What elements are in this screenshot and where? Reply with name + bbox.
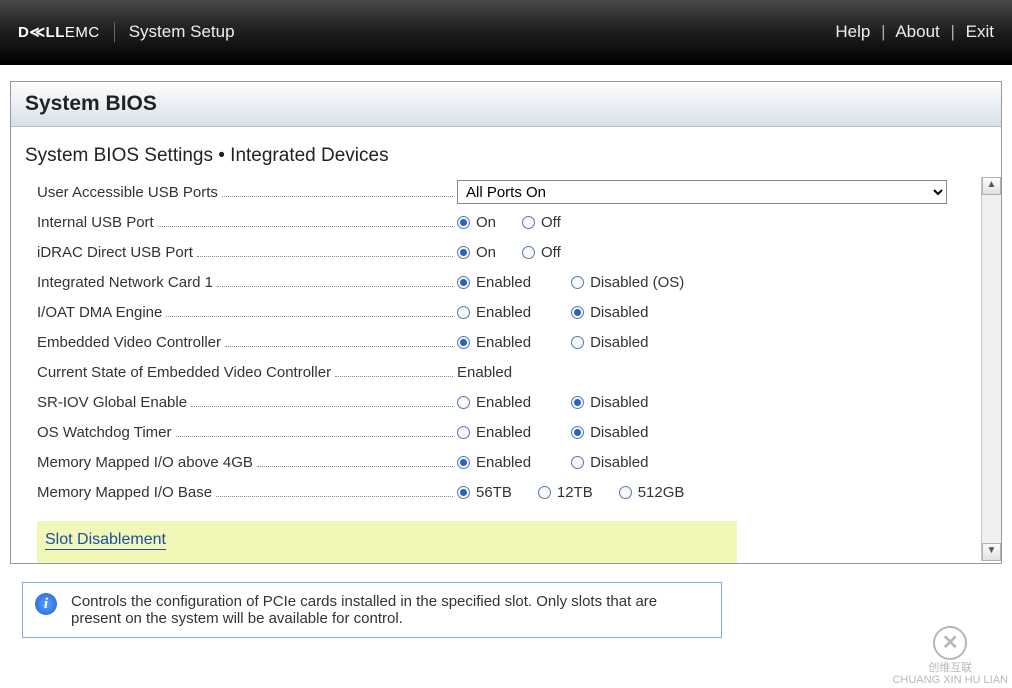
radio-mmio-56tb[interactable]: 56TB — [457, 484, 512, 501]
row-evideo-state: Current State of Embedded Video Controll… — [37, 357, 977, 387]
row-evideo: Embedded Video Controller Enabled Disabl… — [37, 327, 977, 357]
settings-area: User Accessible USB Ports All Ports On I… — [11, 177, 1001, 563]
radio-mmio-12tb[interactable]: 12TB — [538, 484, 593, 501]
radio-evideo-disabled[interactable]: Disabled — [571, 334, 648, 351]
row-internal-usb: Internal USB Port On Off — [37, 207, 977, 237]
watermark-en: CHUANG XIN HU LIAN — [892, 674, 1008, 686]
panel-title: System BIOS — [11, 82, 1001, 127]
watermark-icon: ✕ — [933, 626, 967, 660]
divider — [114, 22, 115, 42]
help-box: i Controls the configuration of PCIe car… — [22, 582, 722, 638]
brand-dell: D≪LL — [18, 24, 65, 41]
sep: | — [881, 22, 885, 41]
about-link[interactable]: About — [895, 22, 939, 41]
radio-ioat-enabled[interactable]: Enabled — [457, 304, 531, 321]
row-idrac-usb: iDRAC Direct USB Port On Off — [37, 237, 977, 267]
help-text: Controls the configuration of PCIe cards… — [71, 593, 709, 627]
row-mmio4g: Memory Mapped I/O above 4GB Enabled Disa… — [37, 447, 977, 477]
row-ioat: I/OAT DMA Engine Enabled Disabled — [37, 297, 977, 327]
radio-idrac-on[interactable]: On — [457, 244, 496, 261]
top-links: Help | About | Exit — [835, 22, 994, 42]
radio-mmio4g-disabled[interactable]: Disabled — [571, 454, 648, 471]
label-nic1: Integrated Network Card 1 — [37, 274, 213, 291]
label-idrac-usb: iDRAC Direct USB Port — [37, 244, 193, 261]
radio-watchdog-enabled[interactable]: Enabled — [457, 424, 531, 441]
radio-mmio-512gb[interactable]: 512GB — [619, 484, 685, 501]
row-slot-disablement: Slot Disablement — [37, 521, 737, 563]
label-watchdog: OS Watchdog Timer — [37, 424, 172, 441]
row-nic1: Integrated Network Card 1 Enabled Disabl… — [37, 267, 977, 297]
row-usb-ports: User Accessible USB Ports All Ports On — [37, 177, 977, 207]
scroll-track[interactable] — [982, 195, 1001, 543]
label-usb-ports: User Accessible USB Ports — [37, 184, 218, 201]
radio-mmio4g-enabled[interactable]: Enabled — [457, 454, 531, 471]
brand-emc: EMC — [65, 24, 100, 41]
sep: | — [951, 22, 955, 41]
info-icon: i — [35, 593, 57, 615]
row-watchdog: OS Watchdog Timer Enabled Disabled — [37, 417, 977, 447]
link-slot-disablement[interactable]: Slot Disablement — [45, 531, 166, 550]
label-evideo: Embedded Video Controller — [37, 334, 221, 351]
label-mmio4g: Memory Mapped I/O above 4GB — [37, 454, 253, 471]
radio-evideo-enabled[interactable]: Enabled — [457, 334, 531, 351]
radio-nic1-enabled[interactable]: Enabled — [457, 274, 531, 291]
radio-ioat-disabled[interactable]: Disabled — [571, 304, 648, 321]
label-sriov: SR-IOV Global Enable — [37, 394, 187, 411]
watermark-cn: 创维互联 — [928, 662, 972, 674]
value-evideo-state: Enabled — [457, 364, 512, 381]
label-internal-usb: Internal USB Port — [37, 214, 154, 231]
watermark: ✕ 创维互联 CHUANG XIN HU LIAN — [892, 626, 1008, 686]
radio-sriov-disabled[interactable]: Disabled — [571, 394, 648, 411]
breadcrumb: System BIOS Settings • Integrated Device… — [11, 127, 1001, 177]
radio-watchdog-disabled[interactable]: Disabled — [571, 424, 648, 441]
help-link[interactable]: Help — [835, 22, 870, 41]
row-mmiobase: Memory Mapped I/O Base 56TB 12TB 512GB — [37, 477, 977, 507]
scroll-down-button[interactable]: ▼ — [982, 543, 1001, 561]
app-title: System Setup — [129, 22, 235, 42]
radio-idrac-off[interactable]: Off — [522, 244, 561, 261]
scroll-up-button[interactable]: ▲ — [982, 177, 1001, 195]
settings-list: User Accessible USB Ports All Ports On I… — [11, 177, 981, 563]
label-ioat: I/OAT DMA Engine — [37, 304, 162, 321]
radio-sriov-enabled[interactable]: Enabled — [457, 394, 531, 411]
radio-internal-usb-off[interactable]: Off — [522, 214, 561, 231]
brand-logo: D≪LLEMC — [18, 23, 100, 41]
main-panel: System BIOS System BIOS Settings • Integ… — [10, 81, 1002, 564]
select-usb-ports[interactable]: All Ports On — [457, 180, 947, 204]
label-mmiobase: Memory Mapped I/O Base — [37, 484, 212, 501]
topbar: D≪LLEMC System Setup Help | About | Exit — [0, 0, 1012, 65]
radio-internal-usb-on[interactable]: On — [457, 214, 496, 231]
radio-nic1-disabled[interactable]: Disabled (OS) — [571, 274, 684, 291]
exit-link[interactable]: Exit — [966, 22, 994, 41]
scrollbar[interactable]: ▲ ▼ — [981, 177, 1001, 561]
row-sriov: SR-IOV Global Enable Enabled Disabled — [37, 387, 977, 417]
label-evideo-state: Current State of Embedded Video Controll… — [37, 364, 331, 381]
